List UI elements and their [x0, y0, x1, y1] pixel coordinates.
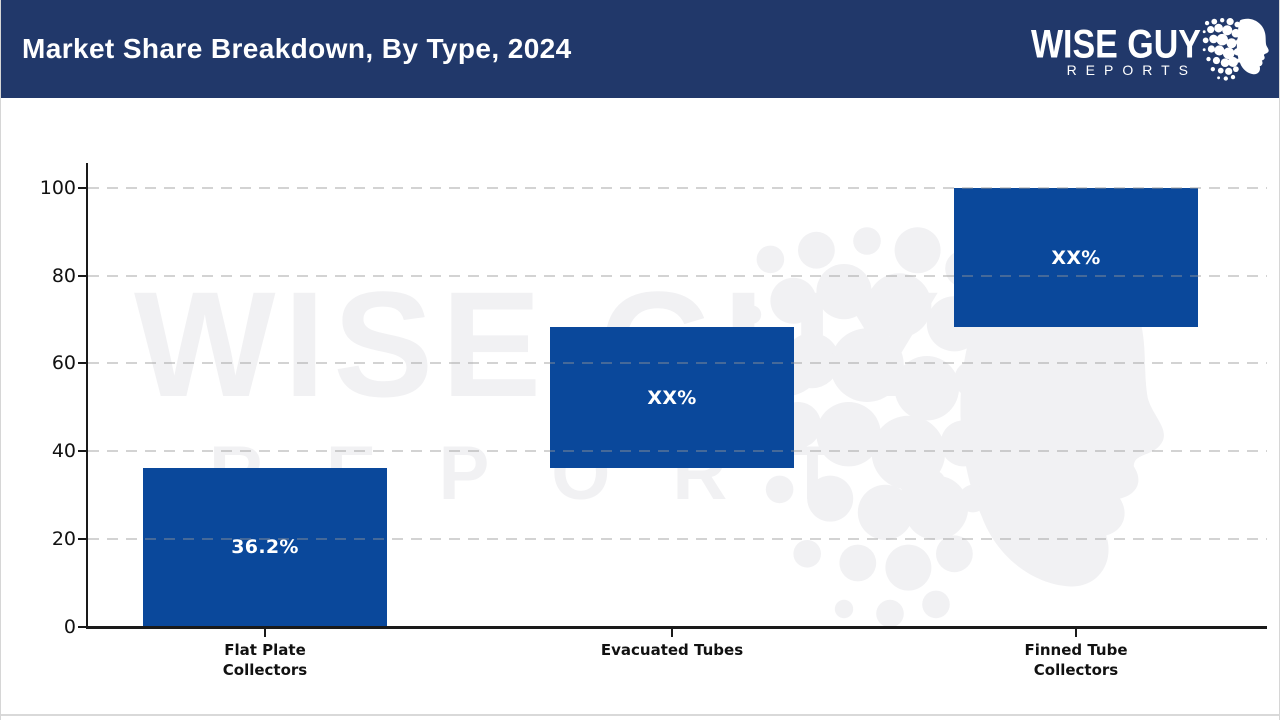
header-band: Market Share Breakdown, By Type, 2024 WI… [1, 0, 1279, 98]
x-category-label-2: Evacuated Tubes [512, 640, 832, 660]
y-tick-60 [78, 362, 86, 365]
gridline-20 [88, 537, 1267, 540]
dotted-head-icon [1202, 18, 1269, 81]
x-category-label-1: Flat Plate Collectors [105, 640, 425, 680]
gridline-100 [88, 187, 1267, 189]
logo-wordmark: WISE GUY [1030, 22, 1201, 67]
y-tick-label-100: 100 [39, 177, 76, 199]
y-tick-100 [78, 187, 86, 189]
x-tick-3 [1075, 628, 1077, 637]
bottom-divider [1, 714, 1279, 716]
x-category-line: Finned Tube [1024, 640, 1128, 659]
y-tick-label-0: 0 [63, 615, 76, 638]
x-category-line: Collectors [222, 660, 308, 679]
x-axis-line [86, 625, 1267, 629]
y-tick-40 [78, 450, 86, 453]
y-tick-label-20: 20 [51, 527, 76, 550]
gridline-60 [88, 362, 1267, 365]
bar-value-label: XX% [647, 386, 697, 409]
y-axis-line [86, 163, 88, 629]
wise-guy-logo: WISE GUY REPORTS [1019, 4, 1269, 94]
bar-segment-2: XX% [550, 327, 794, 468]
y-tick-label-80: 80 [51, 264, 76, 287]
x-tick-2 [671, 628, 673, 637]
y-tick-0 [78, 625, 86, 628]
bar-segment-1: 36.2% [143, 467, 387, 627]
x-category-line: Flat Plate [224, 640, 306, 659]
x-category-line: Evacuated Tubes [600, 640, 744, 659]
gridline-40 [88, 450, 1267, 453]
bar-value-label: XX% [1051, 246, 1101, 269]
y-tick-label-60: 60 [51, 352, 76, 375]
logo-subtitle: REPORTS [1066, 62, 1197, 78]
x-category-label-3: Finned Tube Collectors [916, 640, 1236, 680]
y-tick-20 [78, 537, 86, 540]
x-category-line: Collectors [1033, 660, 1119, 679]
bar-value-label: 36.2% [231, 536, 299, 559]
x-tick-1 [264, 628, 266, 637]
gridline-80 [88, 274, 1267, 277]
y-tick-80 [78, 274, 86, 277]
bar-segment-3: XX% [954, 188, 1198, 328]
y-tick-label-40: 40 [51, 440, 76, 463]
chart-title: Market Share Breakdown, By Type, 2024 [22, 33, 572, 64]
